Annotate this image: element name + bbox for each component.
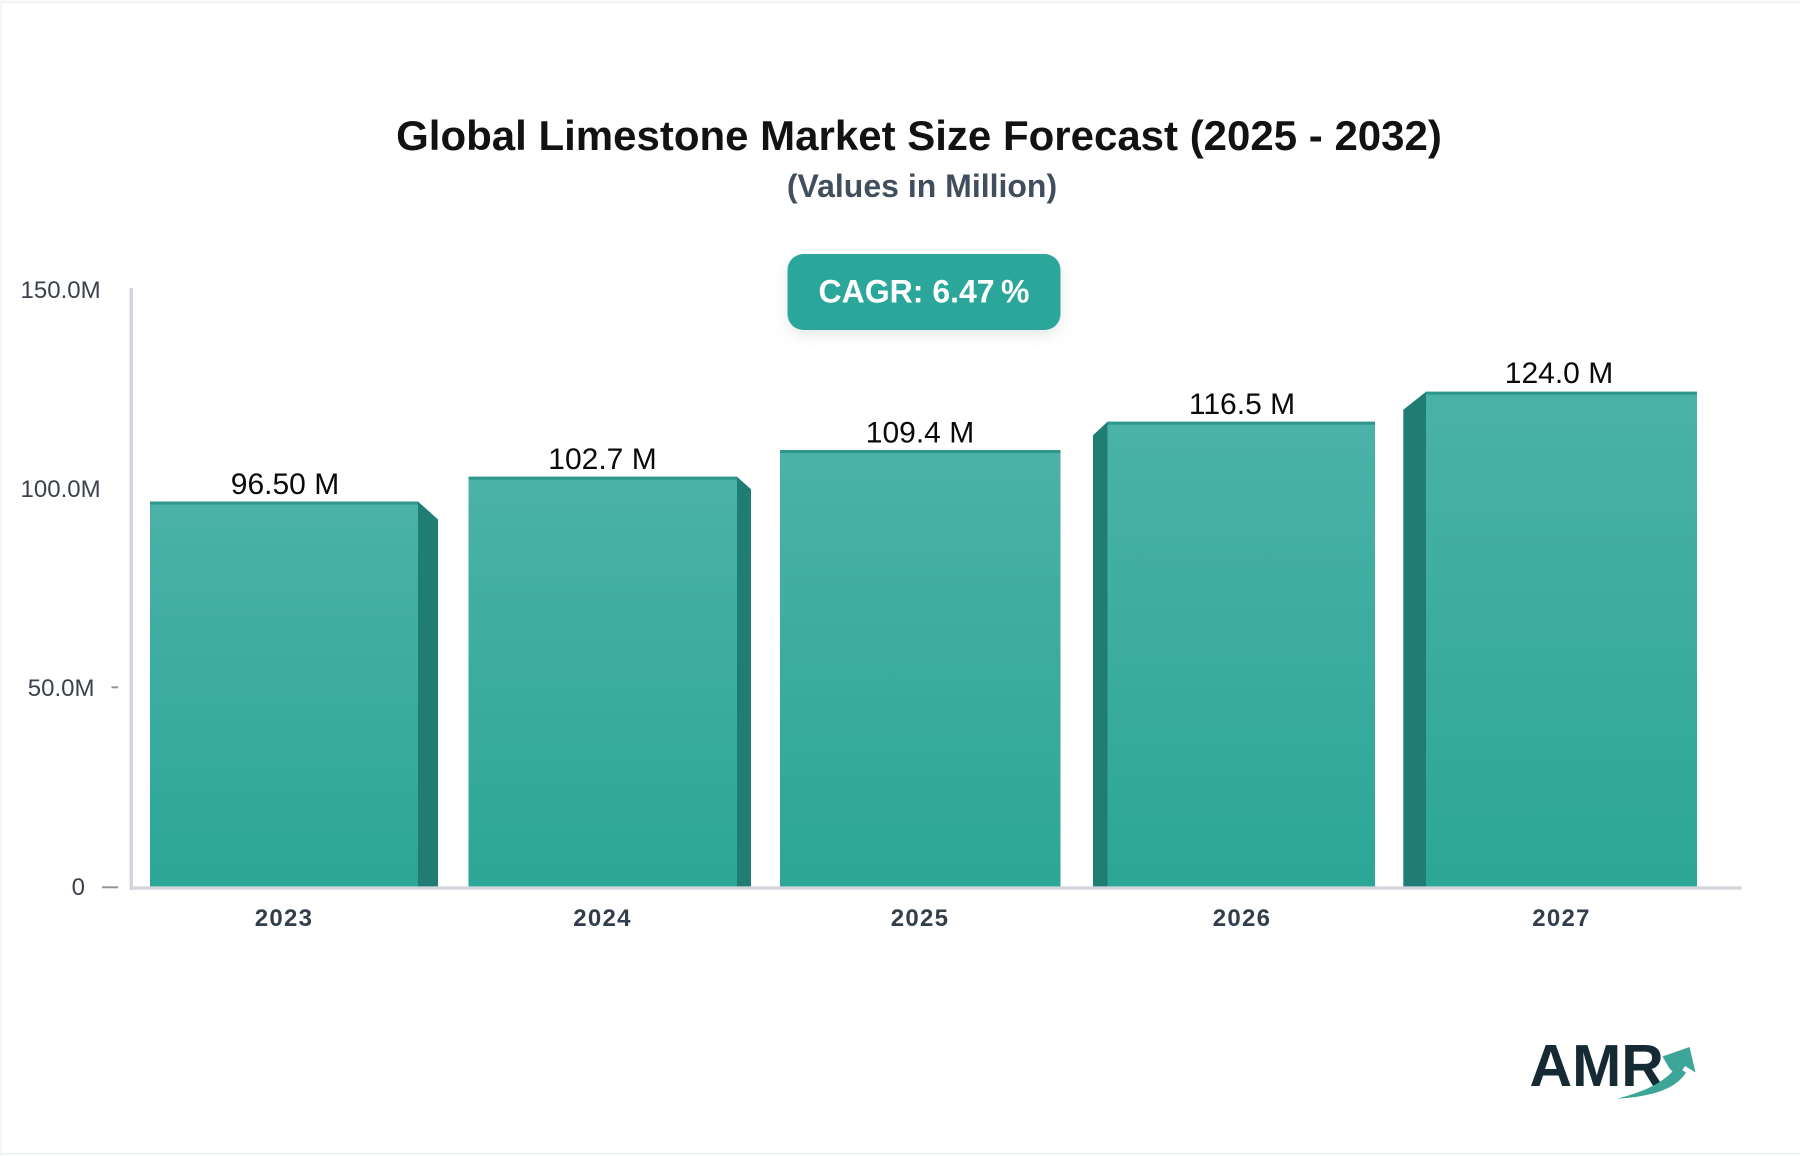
svg-text:2027: 2027: [1532, 905, 1591, 932]
svg-text:109.4 M: 109.4 M: [866, 417, 974, 450]
svg-text:2026: 2026: [1213, 905, 1272, 932]
svg-text:100.0M: 100.0M: [21, 476, 101, 503]
svg-text:150.0M: 150.0M: [21, 277, 101, 304]
svg-text:2023: 2023: [255, 905, 314, 932]
svg-text:124.0 M: 124.0 M: [1505, 357, 1613, 390]
svg-text:Global Limestone Market Size F: Global Limestone Market Size Forecast (2…: [396, 112, 1442, 159]
svg-text:102.7 M: 102.7 M: [548, 443, 656, 476]
svg-text:(Values in Million): (Values in Million): [787, 168, 1057, 204]
svg-text:0: 0: [72, 874, 85, 901]
svg-text:2024: 2024: [573, 905, 632, 932]
svg-text:AMR: AMR: [1530, 1033, 1664, 1099]
svg-text:116.5 M: 116.5 M: [1189, 388, 1295, 421]
svg-text:50.0M: 50.0M: [28, 675, 95, 702]
svg-text:CAGR: 6.47 %: CAGR: 6.47 %: [819, 274, 1030, 310]
svg-text:2025: 2025: [891, 905, 950, 932]
svg-text:96.50 M: 96.50 M: [231, 468, 339, 501]
